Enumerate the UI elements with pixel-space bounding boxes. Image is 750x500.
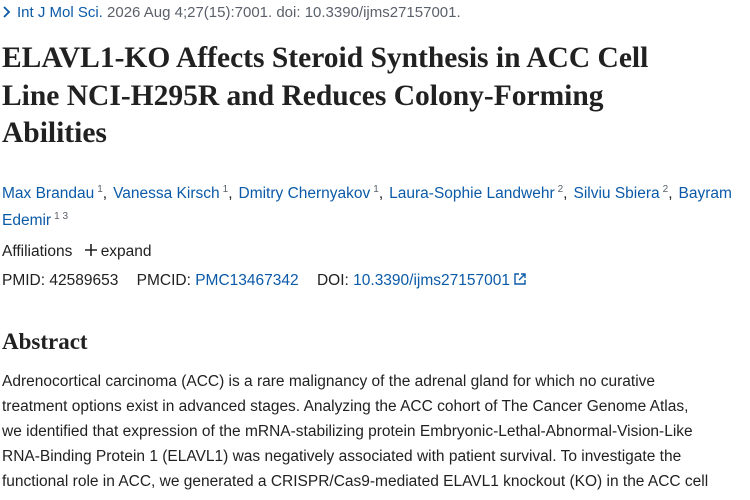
author: Laura-Sophie Landwehr 2, <box>389 184 568 203</box>
affiliation-number: 1 <box>373 184 379 195</box>
external-link-icon <box>514 273 527 285</box>
separator: , <box>563 185 568 203</box>
author-list: Max Brandau 1, Vanessa Kirsch 1, Dmitry Cher… <box>2 178 742 232</box>
abstract-line: RNA-Binding Protein 1 (ELAVL1) was negat… <box>2 448 682 465</box>
affiliation-number: 1 <box>222 184 229 195</box>
abstract-line: functional role in ACC, we generated a C… <box>2 473 709 490</box>
identifiers: PMID: 42589653 PMCID: PMC13467342 DOI: 1… <box>2 272 527 290</box>
abstract-line: treatment options exist in advanced stag… <box>2 398 689 415</box>
author-link[interactable]: Vanessa Kirsch <box>113 185 220 203</box>
expand-toggle[interactable]: expand <box>84 243 152 260</box>
abstract-line: we identified that expression of the mRN… <box>2 423 693 440</box>
author-link[interactable]: Max Brandau <box>2 185 95 203</box>
title-line: Abilities <box>2 117 107 149</box>
author-link[interactable]: Silviu Sbiera <box>573 185 660 203</box>
affiliation-number: 2 <box>557 184 564 195</box>
separator: , <box>228 185 233 203</box>
citation: Int J Mol Sci. 2026 Aug 4;27(15):7001. d… <box>2 4 461 21</box>
author: Dmitry Chernyakov 1, <box>238 184 384 203</box>
chevron-icon <box>3 6 11 18</box>
affiliations-label: Affiliations <box>2 243 73 260</box>
expand-label: expand <box>100 243 152 260</box>
author: Max Brandau 1, <box>2 184 108 203</box>
abstract-line: Adrenocortical carcinoma (ACC) is a rare… <box>2 373 656 390</box>
affiliation-number: 1 3 <box>54 211 69 223</box>
separator: , <box>668 185 673 203</box>
affiliation-number: 2 <box>662 184 669 195</box>
separator: , <box>378 185 384 203</box>
author: Vanessa Kirsch 1, <box>113 184 233 203</box>
author: Silviu Sbiera 2, <box>573 184 673 203</box>
pmcid-link[interactable]: PMC13467342 <box>195 272 299 289</box>
affiliations: Affiliations expand <box>2 243 152 261</box>
pmid-label: PMID: <box>2 272 46 289</box>
author-link[interactable]: Bayram Edemir <box>2 185 732 230</box>
pmid: 42589653 <box>49 272 119 289</box>
citation-details: 2026 Aug 4;27(15):7001. doi: 10.3390/ijm… <box>107 4 461 21</box>
affiliation-number: 1 <box>97 184 103 195</box>
author: Bayram Edemir 1 3 <box>2 185 732 229</box>
title-line: ELAVL1-KO Affects Steroid Synthesis in A… <box>2 42 649 74</box>
separator: , <box>102 185 108 203</box>
title-line: Line NCI-H295R and Reduces Colony-Formin… <box>2 79 604 112</box>
abstract-heading: Abstract <box>2 329 88 354</box>
doi-link[interactable]: 10.3390/ijms27157001 <box>353 272 510 289</box>
journal-link[interactable]: Int J Mol Sci. <box>17 4 103 21</box>
doi-label: DOI: <box>316 272 349 289</box>
author-link[interactable]: Dmitry Chernyakov <box>238 185 371 203</box>
plus-icon <box>84 244 97 256</box>
author-link[interactable]: Laura-Sophie Landwehr <box>389 185 555 203</box>
pmcid-label: PMCID: <box>136 272 191 289</box>
